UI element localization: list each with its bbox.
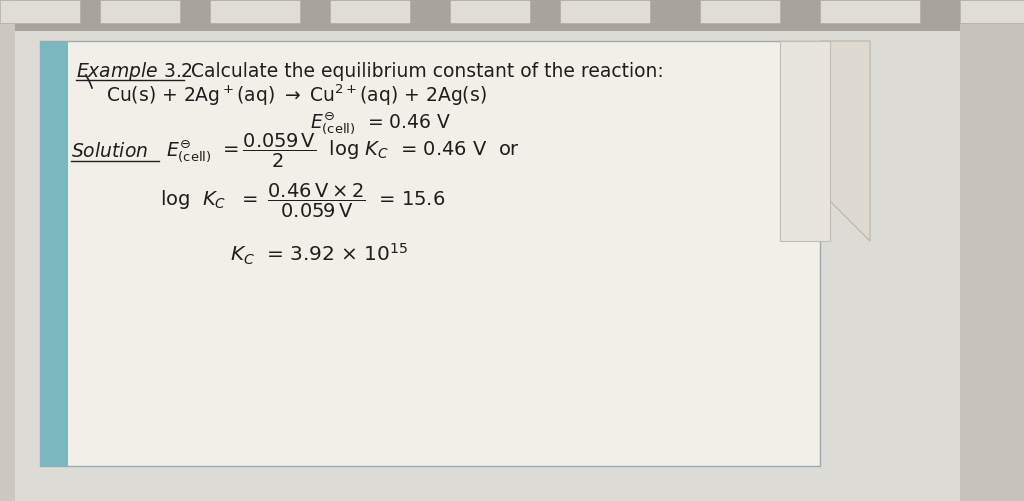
Text: $= \dfrac{0.059\,\mathrm{V}}{2}$  log $K_C$  = 0.46 V  or: $= \dfrac{0.059\,\mathrm{V}}{2}$ log $K_…	[219, 132, 520, 170]
Bar	[780, 41, 830, 241]
Text: $E^{\ominus}_{\mathrm{(cell)}}$: $E^{\ominus}_{\mathrm{(cell)}}$	[166, 138, 212, 164]
Text: Calculate the equilibrium constant of the reaction:: Calculate the equilibrium constant of th…	[191, 62, 664, 81]
Bar	[961, 0, 1024, 501]
Text: $\it{Example\ 3.2}$: $\it{Example\ 3.2}$	[76, 60, 193, 83]
Bar	[560, 0, 650, 23]
Bar	[330, 0, 410, 23]
Bar	[40, 41, 68, 466]
Bar	[0, 0, 1024, 31]
Bar	[40, 41, 820, 466]
Text: $\it{Solution}$: $\it{Solution}$	[71, 141, 148, 160]
Text: Cu(s) + 2Ag$^+$(aq) $\rightarrow$ Cu$^{2+}$(aq) + 2Ag(s): Cu(s) + 2Ag$^+$(aq) $\rightarrow$ Cu$^{2…	[106, 82, 486, 108]
Bar	[450, 0, 530, 23]
Text: $E^{\ominus}_{\mathrm{(cell)}}$  = 0.46 V: $E^{\ominus}_{\mathrm{(cell)}}$ = 0.46 V	[310, 110, 452, 136]
Text: $K_C$  = 3.92 $\times$ 10$^{15}$: $K_C$ = 3.92 $\times$ 10$^{15}$	[230, 241, 409, 267]
Bar	[0, 0, 15, 501]
Bar	[0, 0, 80, 23]
Polygon shape	[820, 41, 870, 241]
Bar	[820, 0, 920, 23]
Bar	[961, 0, 1024, 23]
Bar	[210, 0, 300, 23]
Text: log  $K_C$  $=$ $\dfrac{0.46\,\mathrm{V} \times 2}{0.059\,\mathrm{V}}$  = 15.6: log $K_C$ $=$ $\dfrac{0.46\,\mathrm{V} \…	[160, 182, 445, 220]
Bar	[700, 0, 780, 23]
Bar	[100, 0, 180, 23]
